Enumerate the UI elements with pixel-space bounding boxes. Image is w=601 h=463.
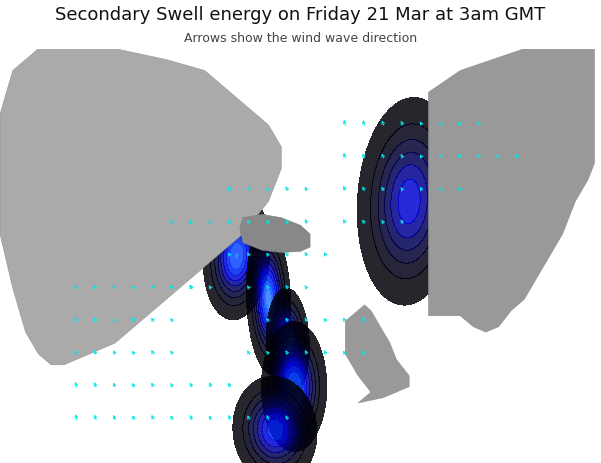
Text: Arrows show the wind wave direction: Arrows show the wind wave direction: [184, 32, 417, 45]
Text: Secondary Swell energy on Friday 21 Mar at 3am GMT: Secondary Swell energy on Friday 21 Mar …: [55, 6, 546, 24]
Polygon shape: [0, 49, 281, 365]
Polygon shape: [429, 49, 594, 332]
Polygon shape: [345, 305, 409, 403]
Polygon shape: [240, 214, 310, 252]
